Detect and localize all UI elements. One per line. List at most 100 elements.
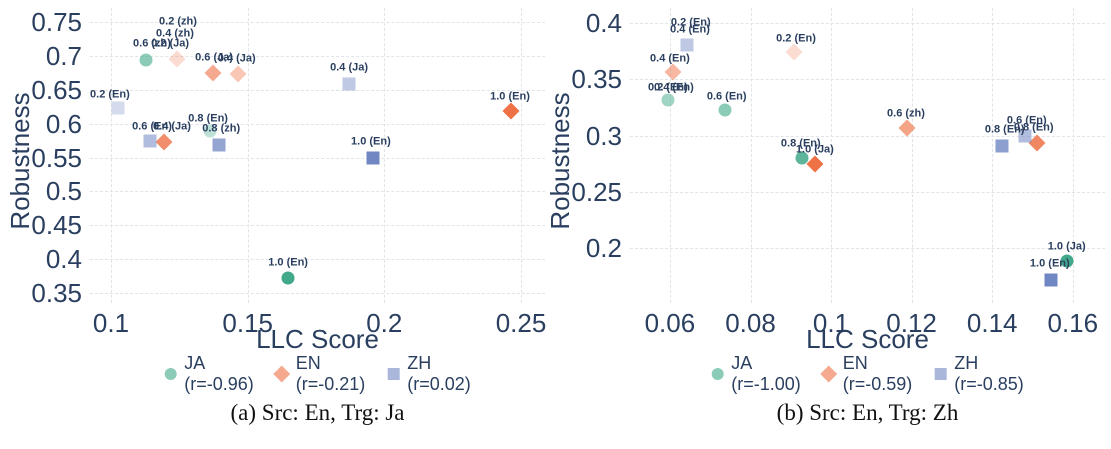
y-tick-label: 0.35 — [31, 278, 82, 308]
x-tick-label: 0.1 — [92, 308, 130, 338]
data-point-diamond — [785, 43, 803, 61]
y-tick-label: 0.3 — [585, 120, 622, 151]
circle-icon — [164, 368, 177, 380]
plot-area: 0.2 (En) 0.4 (En) 0.4 (En) 0.2 (En) 0.2 (En)… — [630, 8, 1105, 303]
point-label: 0.4 (zh) — [156, 27, 194, 40]
point-label: 0.4 (En) — [654, 81, 694, 94]
x-tick-label: 0.08 — [725, 308, 776, 338]
plot-area: 0.2 (zh) 0.4 (zh) 0.6 (zh) 0.2 (Ja) 0.6 (Ja)… — [90, 8, 545, 303]
gridline-horizontal — [630, 135, 1105, 137]
data-point-diamond — [168, 50, 186, 68]
gridline-horizontal — [630, 248, 1105, 249]
gridline-vertical — [992, 8, 994, 303]
subfigure-caption: (b) Src: En, Trg: Zh — [776, 400, 959, 425]
point-label: 0.8 (En) — [780, 137, 821, 149]
data-point-circle — [281, 271, 295, 285]
square-icon — [934, 368, 947, 380]
y-tick-label: 0.7 — [45, 40, 82, 71]
gridline-horizontal — [90, 225, 545, 227]
legend: JA (r=-1.00) EN (r=-0.59) ZH (r=-0.85) — [711, 353, 1024, 395]
data-point-square — [212, 138, 226, 152]
data-point-square — [680, 38, 694, 52]
gridline-vertical — [669, 8, 671, 303]
data-point-circle — [1060, 254, 1074, 268]
x-tick-label: 0.06 — [644, 308, 696, 338]
legend-item-ja[interactable]: JA (r=-0.96) — [164, 353, 254, 395]
legend-label: EN (r=-0.21) — [295, 353, 366, 394]
gridline-horizontal — [630, 79, 1105, 81]
scatter-panel-a: Robustness 0.2 (zh) 0.4 (zh) 0.6 (zh) 0.2 (J… — [0, 0, 555, 449]
point-label: 0.6 (zh) — [887, 107, 925, 120]
gridline-vertical — [521, 8, 522, 303]
legend-item-zh[interactable]: ZH (r=-0.85) — [934, 353, 1024, 395]
gridline-horizontal — [90, 157, 545, 159]
point-label: 0.2 (Ja) — [151, 37, 190, 50]
x-tick-label: 0.25 — [495, 308, 547, 338]
legend-label: JA (r=-0.96) — [184, 353, 254, 394]
point-label: 0.6 (En) — [132, 120, 172, 133]
gridline-horizontal — [630, 191, 1105, 193]
square-icon — [387, 368, 400, 380]
gridline-vertical — [247, 8, 249, 303]
data-point-circle — [203, 124, 217, 138]
legend-item-ja[interactable]: JA (r=-1.00) — [711, 353, 801, 395]
gridline-vertical — [111, 8, 112, 303]
x-tick-label: 0.2 — [366, 308, 403, 338]
data-point-square — [1044, 273, 1058, 287]
point-label: 1.0 (En) — [1029, 257, 1070, 270]
legend-item-en[interactable]: EN (r=-0.21) — [273, 353, 366, 395]
y-tick-label: 0.4 — [585, 8, 622, 38]
y-tick-label: 0.6 — [45, 108, 82, 139]
x-axis-title: LLC Score — [256, 324, 379, 354]
point-label: 0.2 (En) — [776, 32, 816, 45]
data-point-diamond — [155, 133, 173, 151]
legend-item-zh[interactable]: ZH (r=0.02) — [387, 353, 471, 395]
data-point-square — [342, 77, 356, 91]
point-label: 0.6 (En) — [706, 90, 747, 103]
legend: JA (r=-0.96) EN (r=-0.21) ZH (r=0.02) — [164, 353, 471, 395]
data-point-circle — [661, 93, 675, 107]
data-point-square — [995, 139, 1009, 153]
data-point-circle — [139, 53, 153, 67]
data-point-diamond — [204, 64, 222, 82]
data-point-circle — [718, 103, 732, 117]
point-label: 0.6 (zh) — [133, 37, 171, 50]
data-point-square — [366, 151, 380, 165]
legend-item-en[interactable]: EN (r=-0.59) — [820, 353, 913, 395]
gridline-horizontal — [90, 293, 545, 294]
gridline-horizontal — [90, 55, 545, 57]
point-label: 1.0 (En) — [268, 256, 308, 269]
legend-label: ZH (r=0.02) — [407, 353, 471, 394]
gridline-horizontal — [90, 191, 545, 193]
point-label: 0.4 (Ja) — [330, 61, 369, 74]
y-tick-label: 0.55 — [31, 142, 82, 173]
y-tick-label: 0.45 — [31, 210, 82, 241]
data-point-circle — [795, 151, 809, 165]
gridline-vertical — [1072, 8, 1074, 303]
y-axis-title: Robustness — [545, 91, 575, 230]
legend-label: EN (r=-0.59) — [842, 353, 913, 394]
point-label: 0.8 (En) — [984, 123, 1025, 135]
point-label: 1.0 (En) — [351, 135, 391, 148]
data-point-square — [143, 134, 157, 148]
y-tick-label: 0.4 — [45, 244, 82, 275]
y-tick-label: 0.35 — [571, 64, 622, 95]
legend-label: ZH (r=-0.85) — [954, 353, 1024, 394]
x-tick-label: 0.16 — [1047, 308, 1099, 338]
data-point-diamond — [502, 102, 520, 120]
gridline-horizontal — [90, 89, 545, 91]
subfigure-caption: (a) Src: En, Trg: Ja — [230, 400, 405, 425]
point-label: 0.8 (En) — [188, 112, 228, 125]
point-label: 1.0 (Ja) — [795, 143, 834, 156]
data-point-diamond — [898, 119, 916, 137]
y-tick-label: 0.25 — [571, 176, 622, 207]
point-label: 0.2 (En) — [670, 16, 711, 29]
x-tick-label: 0.1 — [812, 308, 850, 338]
y-tick-label: 0.75 — [31, 7, 82, 37]
point-label: 0.4 (En) — [650, 52, 690, 65]
circle-icon — [711, 368, 724, 380]
point-label: 0.2 (zh) — [159, 15, 197, 28]
x-axis-title: LLC Score — [806, 324, 929, 354]
point-label: 0.6 (En) — [1006, 114, 1047, 126]
x-tick-label: 0.15 — [222, 308, 273, 338]
